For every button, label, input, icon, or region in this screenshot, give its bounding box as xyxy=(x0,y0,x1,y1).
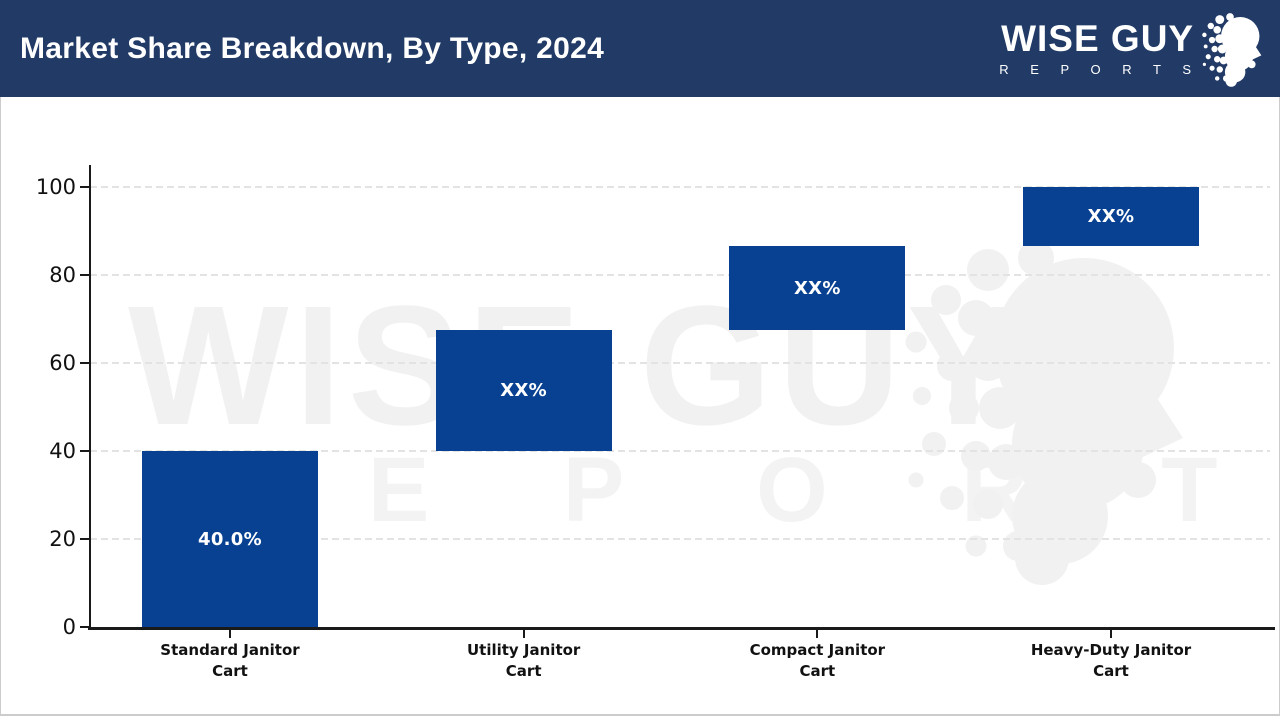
bar-value-label: XX% xyxy=(1087,206,1135,228)
bar-segment: XX% xyxy=(1023,187,1199,247)
category-label: Heavy-Duty Janitor Cart xyxy=(1001,640,1221,682)
y-tick-label: 20 xyxy=(49,527,76,551)
y-tick-label: 80 xyxy=(49,263,76,287)
bar-value-label: 40.0% xyxy=(198,528,262,550)
x-tick xyxy=(229,630,231,638)
bar-segment: 40.0% xyxy=(142,451,318,627)
logo-head-icon xyxy=(1198,10,1262,88)
bar-segment: XX% xyxy=(435,330,612,451)
y-tick-label: 0 xyxy=(62,615,76,639)
x-axis xyxy=(88,627,1275,630)
frame-bottom-border xyxy=(0,714,1280,716)
gridline xyxy=(90,538,1270,540)
category-label-line: Cart xyxy=(505,662,542,680)
gridline xyxy=(90,362,1270,364)
category-label-line: Cart xyxy=(212,662,248,680)
y-tick-label: 40 xyxy=(49,439,76,463)
watermark-head-icon xyxy=(886,226,1186,590)
y-tick xyxy=(80,538,89,540)
category-label-line: Cart xyxy=(799,662,836,680)
header-bar: Market Share Breakdown, By Type, 2024 WI… xyxy=(0,0,1280,97)
bar-value-label: XX% xyxy=(793,277,841,299)
y-tick-label: 100 xyxy=(35,175,76,199)
frame-left-border xyxy=(0,97,1,716)
gridline xyxy=(90,274,1270,276)
gridline xyxy=(90,186,1270,188)
gridline xyxy=(90,450,1270,452)
category-label-line: Cart xyxy=(1093,662,1129,680)
category-label-line: Standard Janitor xyxy=(160,641,300,659)
x-tick xyxy=(1110,630,1112,638)
logo-reports-label: R E P O R T S xyxy=(999,61,1200,77)
x-tick xyxy=(816,630,819,638)
y-tick xyxy=(80,362,89,364)
logo-wordmark: WISE GUY xyxy=(1001,18,1195,60)
y-tick xyxy=(80,274,89,276)
category-label-line: Compact Janitor xyxy=(749,641,886,659)
chart-title: Market Share Breakdown, By Type, 2024 xyxy=(20,31,605,65)
category-label-line: Utility Janitor xyxy=(466,641,581,659)
category-label: Standard Janitor Cart xyxy=(120,640,340,682)
y-axis xyxy=(89,165,91,629)
y-tick xyxy=(80,626,89,628)
x-tick xyxy=(522,630,525,638)
category-label-line: Heavy-Duty Janitor xyxy=(1030,641,1192,659)
logo-text: WISE GUY R E P O R T S xyxy=(995,18,1200,77)
bar-segment: XX% xyxy=(729,246,906,330)
wiseguy-logo: WISE GUY R E P O R T S xyxy=(995,10,1262,88)
y-tick xyxy=(80,450,89,452)
category-label: Compact Janitor Cart xyxy=(707,640,927,682)
y-tick-label: 60 xyxy=(49,351,76,375)
y-tick xyxy=(80,186,89,188)
category-label: Utility Janitor Cart xyxy=(414,640,634,682)
bar-value-label: XX% xyxy=(500,380,547,401)
